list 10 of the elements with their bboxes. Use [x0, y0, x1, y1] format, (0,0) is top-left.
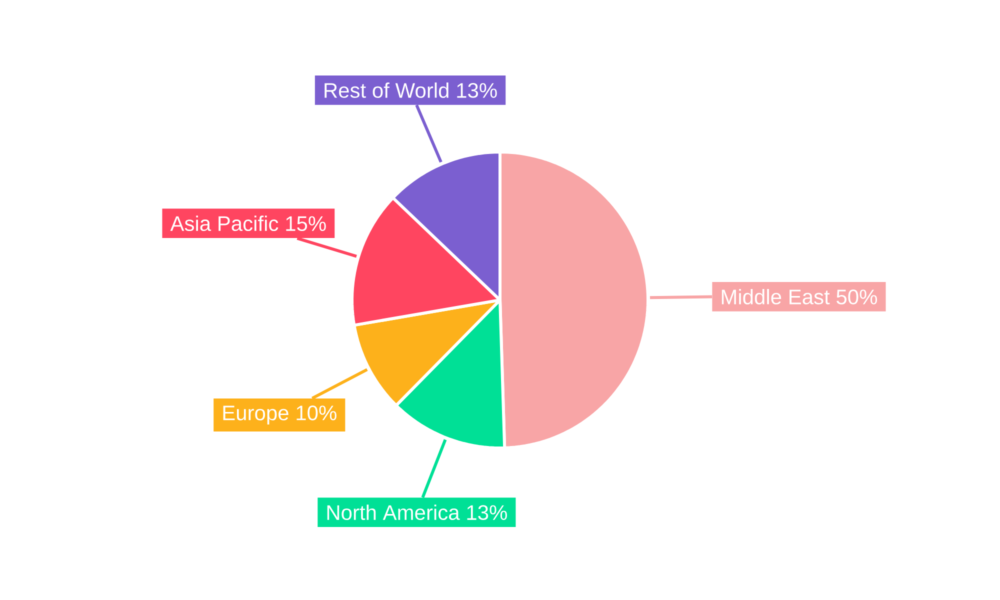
data-label: 10% [296, 405, 336, 420]
slice-label: Rest of World [324, 82, 448, 98]
data-label: 50% [836, 290, 878, 304]
data-label: 13% [467, 505, 507, 520]
slice-label: Middle East [722, 288, 830, 304]
slice-label: Europe [223, 406, 288, 425]
data-label: 13% [457, 83, 497, 98]
slice-label: Asia Pacific [170, 216, 278, 232]
data-label: 15% [286, 216, 326, 232]
slice-label: North America [327, 504, 460, 520]
